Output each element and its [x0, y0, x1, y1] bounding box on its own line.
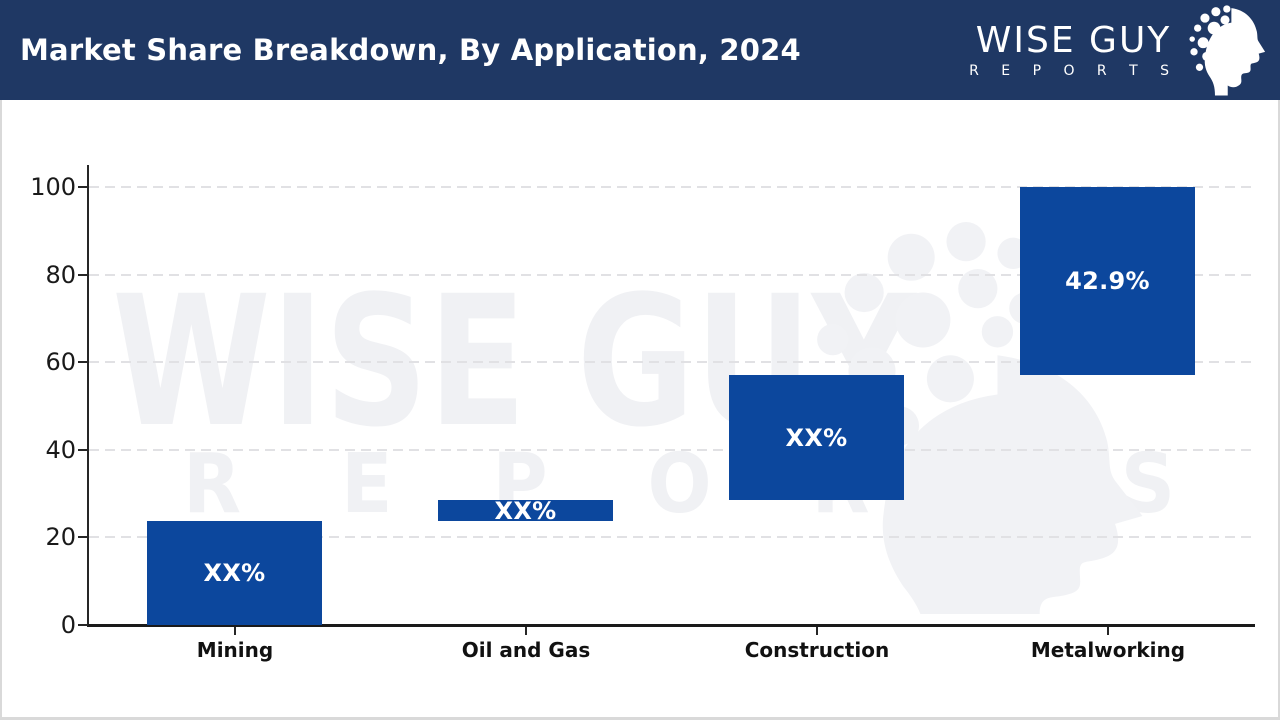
y-axis-spine [87, 165, 89, 627]
bar-metalworking: 42.9% [1020, 187, 1195, 375]
y-tick-label: 20 [45, 523, 76, 552]
gridline [89, 186, 1253, 188]
x-tick-mark [525, 627, 527, 635]
x-axis-spine [87, 624, 1255, 627]
bar-construction: XX% [729, 375, 904, 500]
x-tick-mark [816, 627, 818, 635]
bar-value-label: 42.9% [1065, 267, 1150, 295]
bar-value-label: XX% [494, 496, 557, 525]
y-tick-mark [78, 273, 88, 276]
page-title: Market Share Breakdown, By Application, … [20, 33, 801, 67]
category-label: Oil and Gas [461, 638, 591, 662]
gridline [89, 448, 1253, 451]
brand-subname: R E P O R T S [969, 62, 1178, 79]
gridline [89, 361, 1253, 364]
y-tick-label: 100 [30, 173, 76, 201]
brand-logo: WISE GUY R E P O R T S [969, 4, 1266, 96]
y-tick-mark [78, 186, 88, 188]
x-tick-mark [1107, 627, 1109, 635]
category-label: Metalworking [1030, 638, 1186, 662]
y-tick-label: 80 [45, 260, 76, 289]
bar-value-label: XX% [785, 423, 848, 452]
head-profile-dots-icon [1189, 5, 1266, 96]
y-tick-mark [78, 448, 88, 451]
y-tick-label: 40 [45, 435, 76, 464]
bar-value-label: XX% [203, 559, 266, 587]
bar-oil-and-gas: XX% [438, 497, 613, 525]
y-tick-label: 0 [60, 611, 76, 639]
bar-mining: XX% [147, 521, 322, 625]
y-tick-label: 60 [45, 348, 76, 377]
category-label: Mining [196, 638, 274, 662]
y-tick-mark [78, 624, 88, 626]
y-tick-mark [78, 536, 88, 539]
category-label: Construction [744, 638, 890, 662]
brand-logo-text: WISE GUY R E P O R T S [969, 19, 1178, 79]
x-tick-mark [234, 627, 236, 635]
brand-name: WISE GUY [975, 19, 1172, 61]
gridline [89, 536, 1253, 539]
gridline [89, 273, 1253, 276]
y-tick-mark [78, 361, 88, 364]
header-bar: Market Share Breakdown, By Application, … [0, 0, 1280, 100]
